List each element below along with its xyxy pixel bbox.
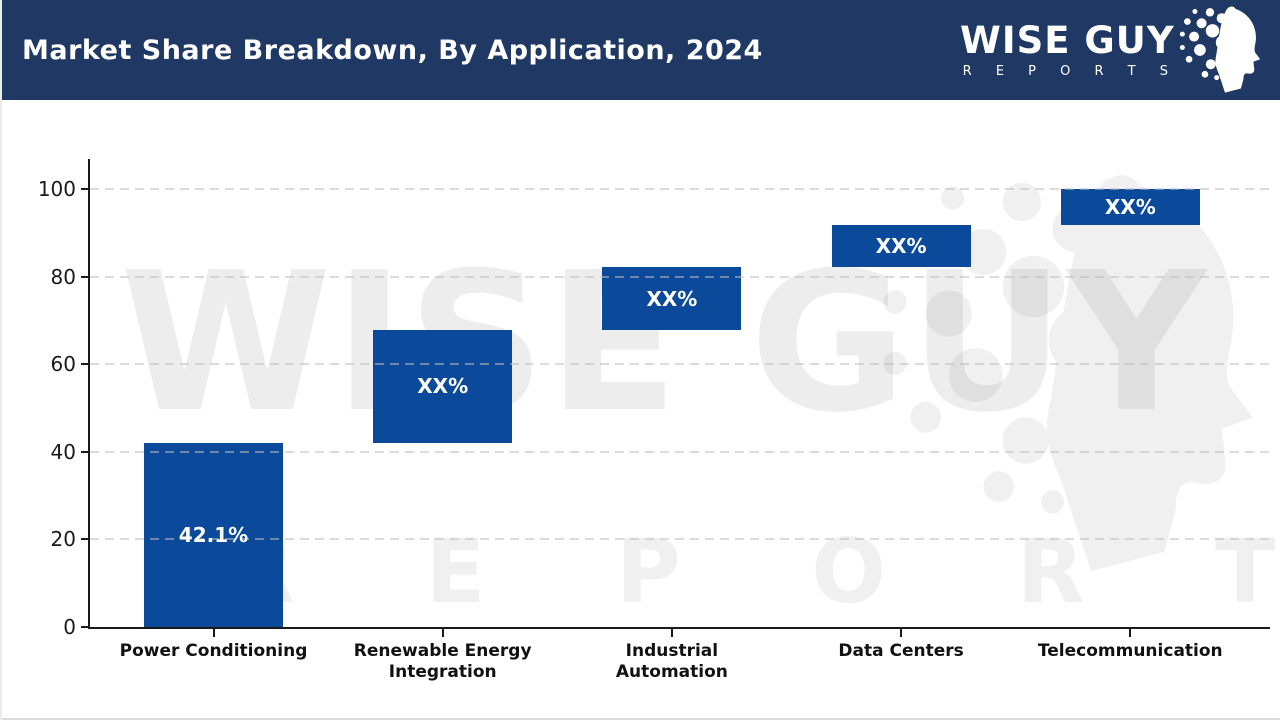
bar-segment-renewable-energy-integration	[373, 330, 513, 443]
x-category-label-renewable-energy-integration: Renewable Energy Integration	[318, 641, 568, 684]
y-tick-label-80: 80	[50, 264, 76, 289]
logo-name-text: WISE GUY	[960, 18, 1175, 62]
x-category-label-line: Telecommunication	[1037, 641, 1223, 661]
x-category-label-line: Renewable Energy	[353, 641, 532, 661]
y-axis-line	[88, 159, 90, 629]
y-tick-label-40: 40	[50, 439, 76, 464]
x-category-label-line: Data Centers	[838, 641, 964, 661]
x-category-label-data-centers: Data Centers	[776, 641, 1026, 662]
x-tick-mark-data-centers	[900, 629, 903, 637]
bar-value-label-industrial-automation: XX%	[646, 286, 698, 311]
x-category-label-telecommunication: Telecommunication	[1005, 641, 1255, 662]
x-category-label-line: Industrial	[625, 641, 719, 661]
x-category-label-industrial-automation: Industrial Automation	[547, 641, 797, 684]
grid-line-100	[90, 188, 1270, 190]
grid-line-60	[90, 363, 1270, 366]
bar-value-label-data-centers: XX%	[875, 234, 927, 259]
x-category-label-line: Integration	[388, 662, 497, 683]
x-category-label-line: Power Conditioning	[119, 641, 308, 661]
bar-segment-industrial-automation	[602, 267, 742, 331]
bar-value-label-power-conditioning: 42.1%	[178, 522, 249, 547]
wise-guy-logo: WISE GUY R E P O R T S	[957, 4, 1268, 96]
y-tick-label-100: 100	[37, 177, 76, 201]
bar-value-label-telecommunication: XX%	[1104, 195, 1156, 220]
dotted-head-icon	[1172, 4, 1268, 96]
logo-text-block: WISE GUY R E P O R T S	[957, 22, 1178, 79]
grid-line-20	[90, 538, 1270, 541]
y-tick-label-0: 0	[63, 615, 76, 639]
y-tick-label-20: 20	[50, 527, 76, 552]
x-category-label-power-conditioning: Power Conditioning	[89, 641, 339, 662]
waterfall-chart: WISE GUY R E P O R T S 42.1%XX%XX%XX%XX%…	[2, 100, 1280, 720]
y-tick-mark-60	[81, 363, 90, 366]
bar-segment-power-conditioning	[144, 442, 283, 627]
x-tick-mark-power-conditioning	[212, 629, 215, 637]
x-tick-mark-telecommunication	[1129, 629, 1132, 637]
x-category-label-line: Automation	[615, 662, 728, 683]
y-tick-mark-80	[81, 275, 90, 278]
grid-line-80	[90, 275, 1270, 278]
y-tick-label-60: 60	[50, 352, 76, 377]
y-tick-mark-20	[81, 538, 90, 541]
x-tick-mark-industrial-automation	[670, 629, 673, 637]
x-tick-mark-renewable-energy-integration	[441, 629, 444, 637]
grid-line-40	[90, 450, 1270, 453]
y-tick-mark-40	[81, 450, 90, 453]
logo-sub-text: R E P O R T S	[962, 63, 1178, 79]
header-bar: Market Share Breakdown, By Application, …	[2, 0, 1280, 100]
y-tick-mark-100	[81, 188, 90, 190]
y-tick-mark-0	[81, 626, 90, 628]
page-bottom-border	[2, 718, 1280, 720]
x-axis-line	[88, 627, 1270, 629]
watermark-text-reports: R E P O R T S	[227, 520, 1280, 623]
bar-value-label-renewable-energy-integration: XX%	[417, 374, 469, 399]
page-title: Market Share Breakdown, By Application, …	[22, 34, 763, 66]
